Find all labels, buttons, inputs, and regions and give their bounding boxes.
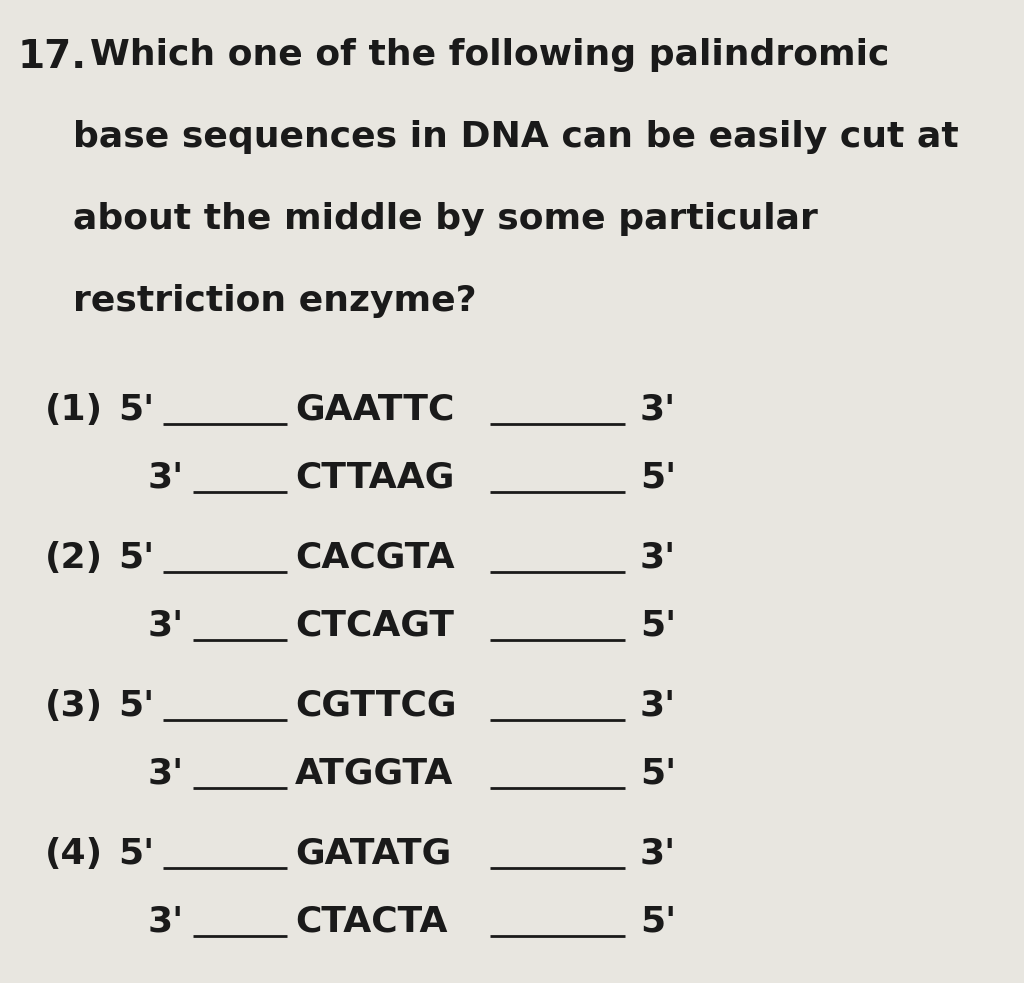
Text: about the middle by some particular: about the middle by some particular	[73, 202, 818, 236]
Text: 3': 3'	[640, 541, 676, 575]
Text: 5': 5'	[640, 757, 676, 791]
Text: ATGGTA: ATGGTA	[295, 757, 454, 791]
Text: 5': 5'	[640, 905, 676, 939]
Text: (1): (1)	[45, 393, 103, 427]
Text: Which one of the following palindromic: Which one of the following palindromic	[90, 38, 890, 72]
Text: 3': 3'	[640, 837, 676, 871]
Text: base sequences in DNA can be easily cut at: base sequences in DNA can be easily cut …	[73, 120, 958, 154]
Text: 5': 5'	[640, 609, 676, 643]
Text: (3): (3)	[45, 689, 103, 723]
Text: 5': 5'	[640, 461, 676, 495]
Text: 5': 5'	[118, 689, 155, 723]
Text: 3': 3'	[148, 757, 184, 791]
Text: GAATTC: GAATTC	[295, 393, 455, 427]
Text: (4): (4)	[45, 837, 103, 871]
Text: 5': 5'	[118, 541, 155, 575]
Text: CTCAGT: CTCAGT	[295, 609, 454, 643]
Text: 17.: 17.	[18, 38, 87, 76]
Text: CTTAAG: CTTAAG	[295, 461, 455, 495]
Text: 3': 3'	[640, 393, 676, 427]
Text: CACGTA: CACGTA	[295, 541, 455, 575]
Text: 5': 5'	[118, 837, 155, 871]
Text: 3': 3'	[148, 609, 184, 643]
Text: 3': 3'	[640, 689, 676, 723]
Text: 3': 3'	[148, 461, 184, 495]
Text: 3': 3'	[148, 905, 184, 939]
Text: restriction enzyme?: restriction enzyme?	[73, 284, 476, 318]
Text: GATATG: GATATG	[295, 837, 452, 871]
Text: CGTTCG: CGTTCG	[295, 689, 457, 723]
Text: 5': 5'	[118, 393, 155, 427]
Text: (2): (2)	[45, 541, 103, 575]
Text: CTACTA: CTACTA	[295, 905, 447, 939]
